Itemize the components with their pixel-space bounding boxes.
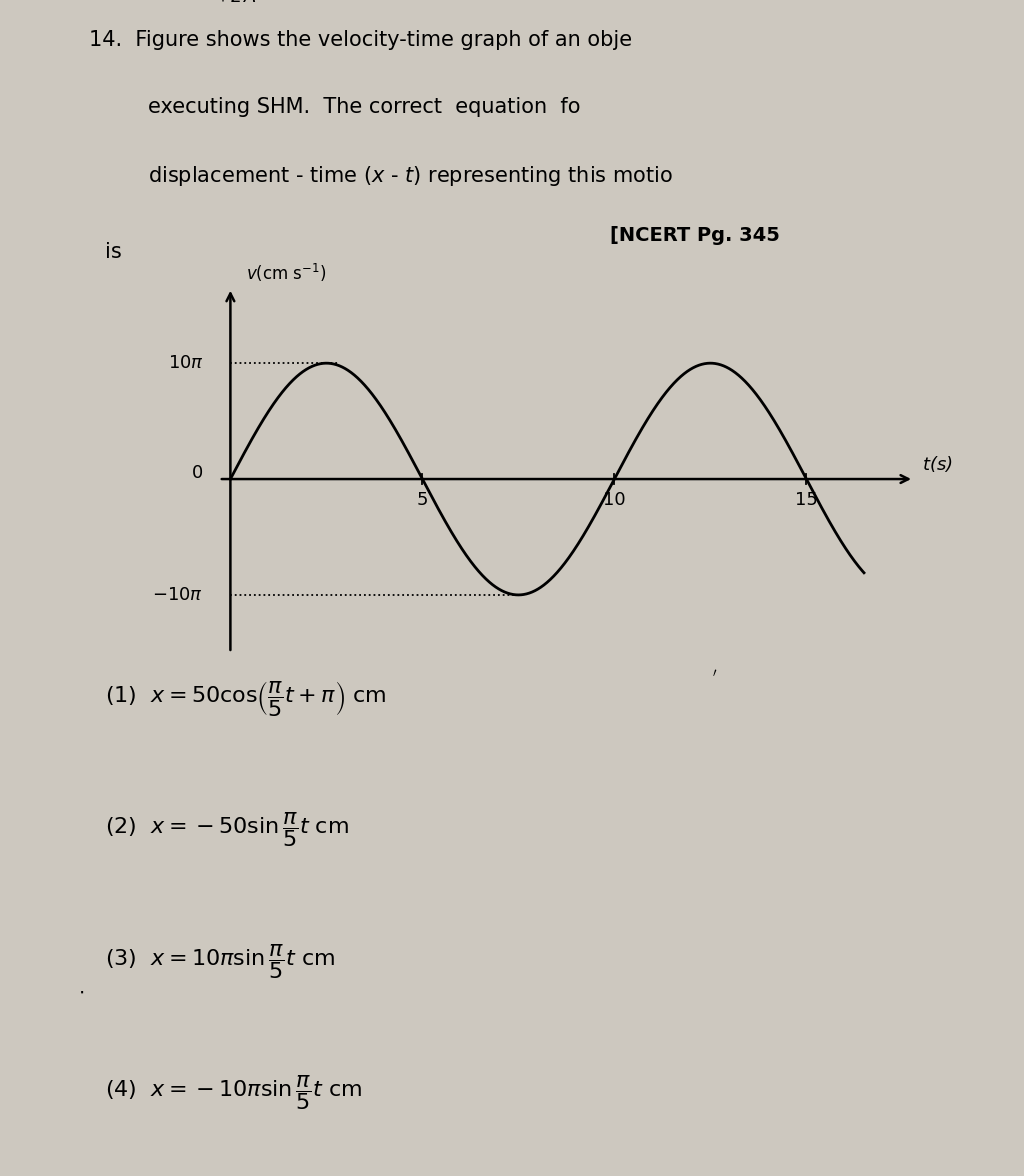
Text: (1)  $x = 50\cos\!\left(\dfrac{\pi}{5}t + \pi\right)$ cm: (1) $x = 50\cos\!\left(\dfrac{\pi}{5}t +…: [105, 679, 387, 717]
Text: [NCERT Pg. 345: [NCERT Pg. 345: [610, 226, 780, 246]
Text: 15: 15: [795, 490, 818, 509]
Text: (2)  $x = -50\sin\dfrac{\pi}{5}t$ cm: (2) $x = -50\sin\dfrac{\pi}{5}t$ cm: [105, 810, 349, 849]
Text: $\,'$: $\,'$: [709, 669, 718, 687]
Text: 10: 10: [603, 490, 626, 509]
Text: (3)  $x = 10\pi\sin\dfrac{\pi}{5}t$ cm: (3) $x = 10\pi\sin\dfrac{\pi}{5}t$ cm: [105, 942, 335, 981]
Text: executing SHM.  The correct  equation  fo: executing SHM. The correct equation fo: [148, 96, 581, 116]
Text: $-10\pi$: $-10\pi$: [153, 586, 204, 604]
Text: is: is: [105, 242, 122, 262]
Text: 14.  Figure shows the velocity-time graph of an obje: 14. Figure shows the velocity-time graph…: [89, 29, 633, 49]
Text: $\cdot$: $\cdot$: [78, 982, 84, 1001]
Text: displacement - time ($x$ - $t$) representing this motio: displacement - time ($x$ - $t$) represen…: [148, 163, 674, 188]
Text: $t$(s): $t$(s): [922, 454, 952, 474]
Text: 5: 5: [417, 490, 428, 509]
Text: $\sqrt{2}A$: $\sqrt{2}A$: [217, 0, 256, 7]
Text: (4)  $x = -10\pi\sin\dfrac{\pi}{5}t$ cm: (4) $x = -10\pi\sin\dfrac{\pi}{5}t$ cm: [105, 1074, 362, 1112]
Text: $v$(cm s$^{-1}$): $v$(cm s$^{-1}$): [246, 262, 327, 285]
Text: 0: 0: [193, 465, 204, 482]
Text: $10\pi$: $10\pi$: [168, 354, 204, 372]
